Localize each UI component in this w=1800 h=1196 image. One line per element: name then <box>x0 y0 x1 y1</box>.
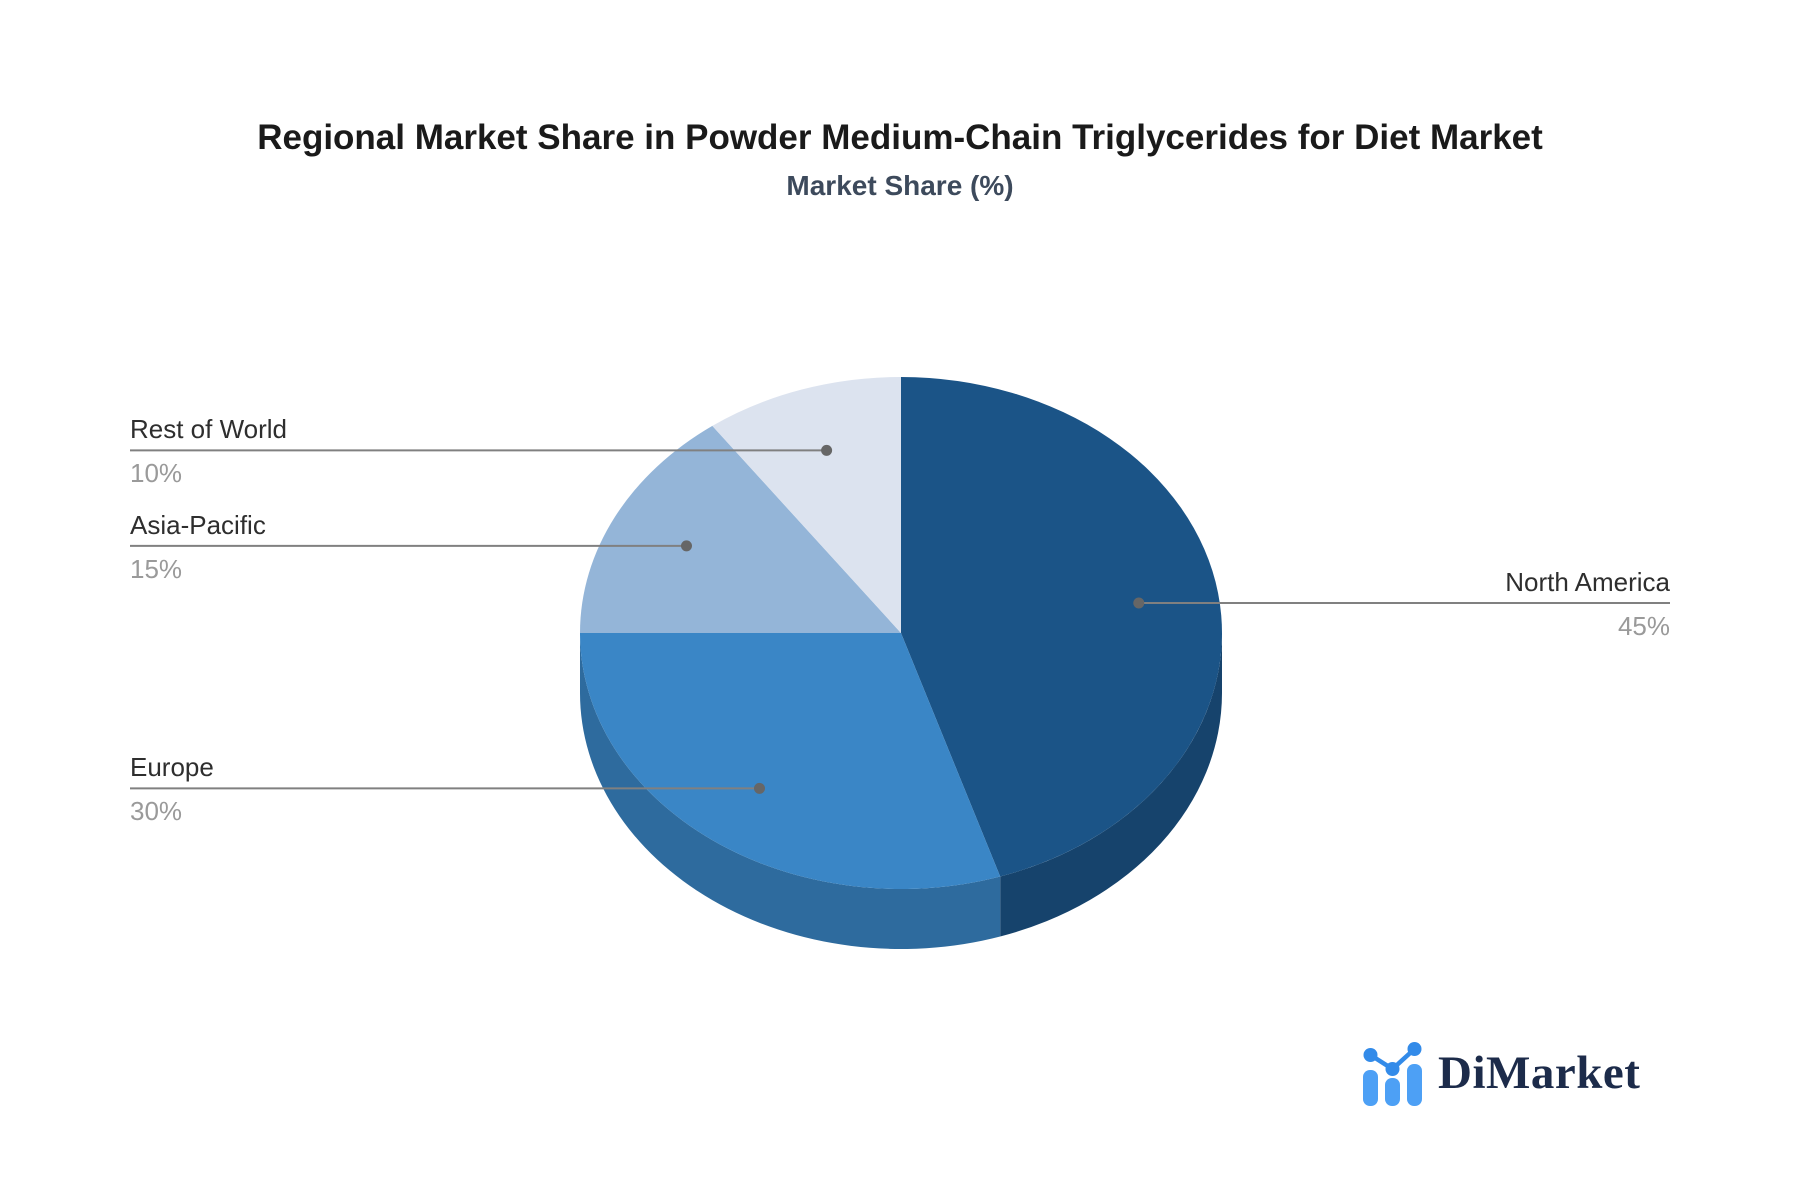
slice-label: Europe <box>130 752 214 783</box>
slice-value: 15% <box>130 553 183 584</box>
leader-dot-asia-pacific <box>680 540 692 552</box>
brand-logo-text: DiMarket <box>1438 1047 1641 1099</box>
leader-dot-europe <box>753 782 765 794</box>
pie-slice-north-america[interactable] <box>901 377 1222 877</box>
brand-logo: DiMarket <box>1360 1040 1640 1106</box>
pie-slice-rest-of-world[interactable] <box>712 377 901 633</box>
pie-slice-side-europe <box>579 633 1001 949</box>
chart-title: Regional Market Share in Powder Medium-C… <box>257 118 1543 157</box>
slice-label: Asia-Pacific <box>130 509 266 540</box>
slice-value: 10% <box>130 458 183 489</box>
pie-slice-asia-pacific[interactable] <box>580 425 901 633</box>
leader-dot-north-america <box>1133 597 1145 609</box>
slice-value: 45% <box>1617 610 1670 641</box>
leader-dot-rest-of-world <box>821 444 833 456</box>
slice-label: Rest of World <box>130 414 288 445</box>
bar-line-chart-icon <box>1363 1042 1422 1106</box>
pie-slice-europe[interactable] <box>579 633 1001 889</box>
pie-slice-side-north-america <box>1000 633 1222 937</box>
slice-value: 30% <box>130 796 183 827</box>
chart-subtitle: Market Share (%) <box>786 170 1014 201</box>
slice-label: North America <box>1505 566 1670 597</box>
